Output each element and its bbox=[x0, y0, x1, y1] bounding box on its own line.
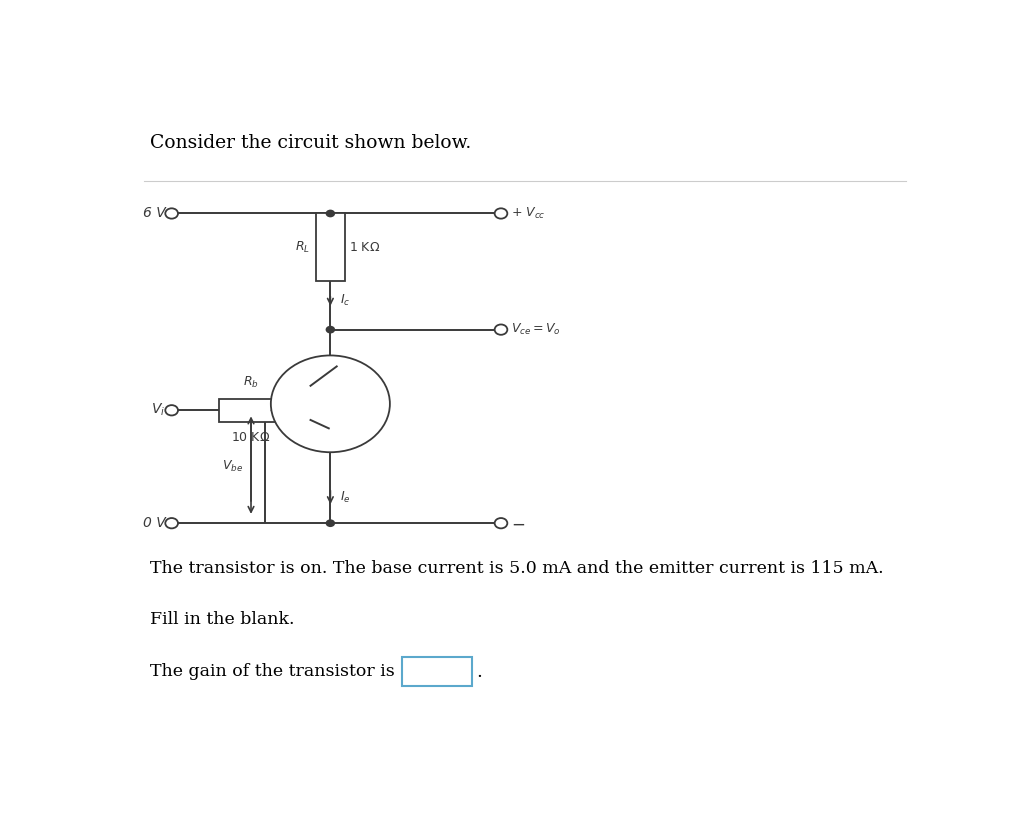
Circle shape bbox=[495, 209, 507, 219]
Circle shape bbox=[326, 210, 335, 217]
Text: Fill in the blank.: Fill in the blank. bbox=[151, 612, 295, 628]
Circle shape bbox=[326, 520, 335, 527]
Text: 1 K$\Omega$: 1 K$\Omega$ bbox=[349, 241, 381, 254]
Circle shape bbox=[326, 326, 335, 334]
Text: $V_{be}$: $V_{be}$ bbox=[222, 459, 243, 474]
Text: $I_c$: $I_c$ bbox=[340, 292, 350, 308]
Circle shape bbox=[495, 518, 507, 529]
Text: The gain of the transistor is: The gain of the transistor is bbox=[151, 663, 395, 680]
Text: $R_b$: $R_b$ bbox=[243, 375, 259, 390]
Circle shape bbox=[165, 405, 178, 416]
Bar bbox=[316, 214, 345, 282]
Text: .: . bbox=[476, 663, 482, 680]
Circle shape bbox=[165, 518, 178, 529]
Circle shape bbox=[495, 324, 507, 335]
Text: $+\ V_{cc}$: $+\ V_{cc}$ bbox=[511, 206, 545, 221]
Bar bbox=[219, 399, 283, 422]
Text: Consider the circuit shown below.: Consider the circuit shown below. bbox=[151, 133, 471, 152]
Text: $V_{ce}=V_o$: $V_{ce}=V_o$ bbox=[511, 322, 560, 337]
Text: 6 V: 6 V bbox=[142, 206, 165, 220]
Text: 0 V: 0 V bbox=[142, 516, 165, 530]
Circle shape bbox=[165, 209, 178, 219]
Text: The transistor is on. The base current is 5.0 mA and the emitter current is 115 : The transistor is on. The base current i… bbox=[151, 560, 884, 577]
Text: $V_i$: $V_i$ bbox=[152, 402, 165, 418]
Circle shape bbox=[271, 355, 390, 453]
Text: $R_L$: $R_L$ bbox=[295, 240, 309, 255]
Text: 10 K$\Omega$: 10 K$\Omega$ bbox=[231, 431, 270, 444]
Text: $-$: $-$ bbox=[511, 515, 524, 532]
Text: $I_e$: $I_e$ bbox=[340, 490, 350, 505]
Bar bbox=[401, 658, 472, 685]
